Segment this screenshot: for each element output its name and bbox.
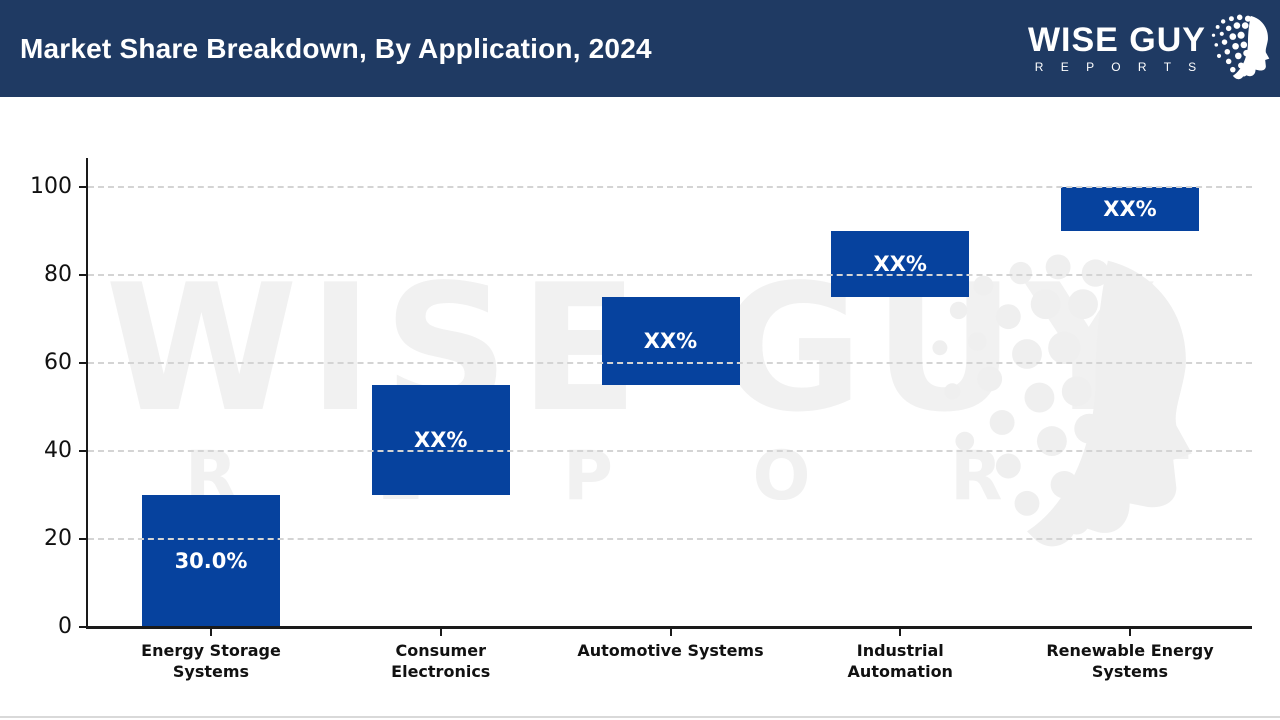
y-tick-mark [79,274,88,276]
watermark-text-line2: R E P O R T S [185,437,1280,516]
y-tick-label: 100 [30,174,72,199]
y-tick-label: 0 [58,614,72,639]
bar-value-label: XX% [873,252,927,276]
gridline [88,362,1252,364]
bar-segment [601,297,740,385]
x-tick-mark [210,627,212,636]
brand-name: WISE GUY [1027,21,1206,59]
brand-subtitle: R E P O R T S [1034,60,1204,74]
bar-value-label: XX% [1103,197,1157,221]
bar-segment [831,231,970,297]
y-tick-mark [79,626,88,628]
y-tick-label: 80 [44,262,72,287]
bar-segment [142,495,280,627]
page-title: Market Share Breakdown, By Application, … [20,32,652,64]
bar-value-label: XX% [643,329,698,353]
category-label: Automotive Systems [577,641,764,660]
brand-logo-text: WISE GUY R E P O R T S [1028,23,1206,74]
x-axis-line [86,626,1252,629]
y-tick-mark [79,450,88,452]
category-label: Energy Storage Systems [141,641,281,681]
x-tick-mark [439,627,442,636]
x-tick-mark [899,627,902,636]
bottom-divider [0,716,1280,718]
x-tick-mark [1129,627,1131,636]
bar-value-label: 30.0% [174,549,248,573]
gridline [88,450,1252,452]
category-label: Consumer Electronics [391,641,491,681]
y-axis-line [86,158,88,627]
y-tick-label: 40 [44,438,72,463]
brand-logo: WISE GUY R E P O R T S [1028,6,1280,92]
y-tick-mark [79,362,88,364]
header-bar: Market Share Breakdown, By Application, … [0,0,1280,97]
gridline [88,186,1252,188]
bar-segment [371,385,510,495]
y-tick-mark [79,538,88,540]
category-label: Renewable Energy Systems [1046,641,1214,681]
y-tick-mark [79,186,88,188]
bar-value-label: XX% [414,428,468,452]
y-tick-label: 60 [44,350,72,375]
gridline [88,538,1252,540]
brand-head-icon [1211,14,1270,79]
bar-segment [1061,187,1199,231]
category-label: Industrial Automation [847,641,953,681]
x-tick-mark [669,627,672,636]
gridline [88,274,1252,276]
y-tick-label: 20 [44,526,72,551]
